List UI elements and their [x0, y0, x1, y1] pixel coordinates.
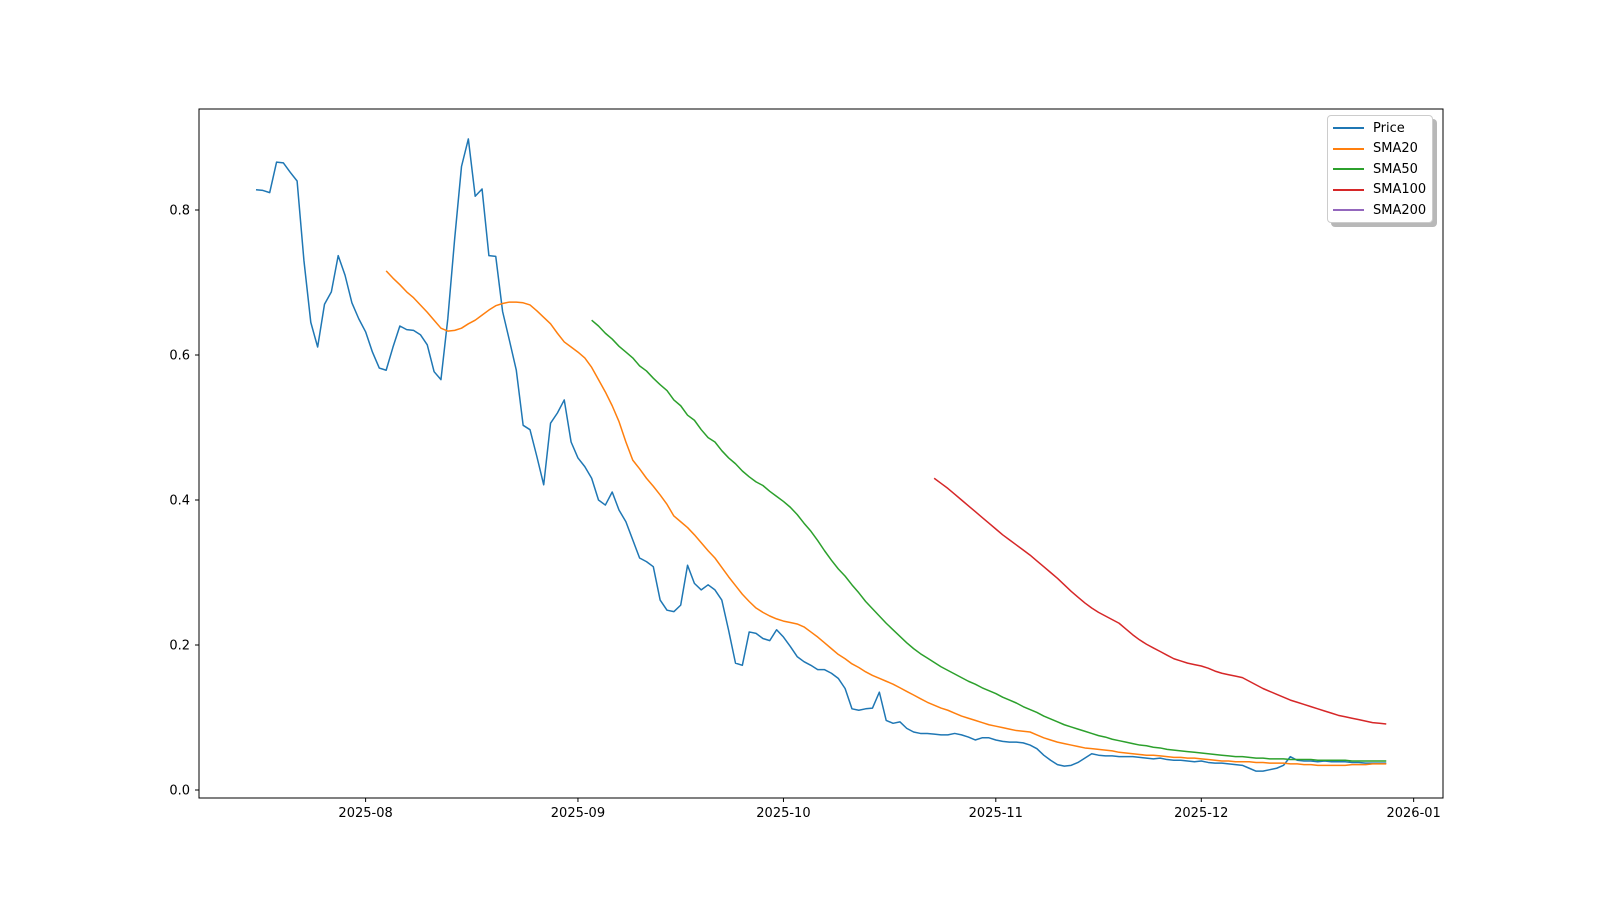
legend-label-sma100: SMA100	[1373, 182, 1427, 198]
y-tick-label: 0.0	[169, 784, 190, 799]
sma200-line-swatch-icon	[1333, 209, 1364, 212]
legend-label-sma20: SMA20	[1373, 141, 1418, 157]
sma100-line-swatch-icon	[1333, 188, 1364, 191]
x-tick-label: 2025-11	[969, 806, 1023, 821]
legend-item-sma20: SMA20	[1328, 139, 1432, 160]
x-tick-label: 2025-12	[1174, 806, 1228, 821]
x-tick-label: 2026-01	[1386, 806, 1440, 821]
x-tick-label: 2025-08	[338, 806, 392, 821]
legend-item-sma100: SMA100	[1328, 180, 1432, 201]
y-tick-label: 0.8	[169, 204, 190, 219]
plot-border	[198, 108, 1444, 799]
series-line-sma20	[385, 270, 1387, 767]
legend-item-sma50: SMA50	[1328, 159, 1432, 180]
x-tick-label: 2025-10	[756, 806, 810, 821]
x-tick-label: 2025-09	[551, 806, 605, 821]
sma20-line-swatch-icon	[1333, 147, 1364, 150]
series-line-price	[255, 138, 1387, 772]
x-axis: 2025-08 2025-09 2025-10 2025-11 2025-12 2026-…	[338, 798, 1441, 821]
y-tick-label: 0.4	[169, 494, 190, 509]
legend-label-price: Price	[1373, 120, 1405, 136]
legend-label-sma50: SMA50	[1373, 161, 1418, 177]
legend: Price SMA20 SMA50 SMA100 SMA200	[1327, 115, 1433, 223]
y-axis: 0.0 0.2 0.4 0.6 0.8	[169, 204, 199, 799]
legend-label-sma200: SMA200	[1373, 202, 1427, 218]
y-tick-label: 0.6	[169, 349, 190, 364]
y-tick-label: 0.2	[169, 639, 190, 654]
legend-item-sma200: SMA200	[1328, 200, 1432, 221]
legend-item-price: Price	[1328, 118, 1432, 139]
series-line-sma100	[933, 477, 1387, 725]
price-line-swatch-icon	[1333, 127, 1364, 130]
series-line-sma50	[591, 319, 1387, 762]
sma50-line-swatch-icon	[1333, 168, 1364, 171]
